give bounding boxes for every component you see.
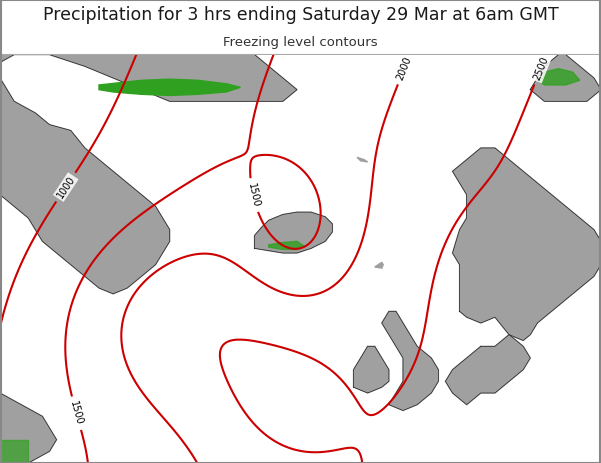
- Text: 1500: 1500: [246, 182, 261, 208]
- Text: 1500: 1500: [69, 400, 85, 426]
- Polygon shape: [255, 212, 332, 253]
- Polygon shape: [530, 55, 601, 101]
- Polygon shape: [375, 263, 383, 268]
- Text: 2000: 2000: [395, 55, 413, 81]
- Polygon shape: [269, 241, 304, 250]
- Polygon shape: [357, 157, 368, 162]
- Polygon shape: [0, 393, 56, 463]
- Polygon shape: [99, 79, 240, 95]
- Polygon shape: [445, 335, 530, 405]
- Polygon shape: [453, 148, 601, 340]
- Text: 2500: 2500: [532, 55, 550, 81]
- Polygon shape: [0, 19, 297, 294]
- Polygon shape: [382, 311, 438, 411]
- Text: Freezing level contours: Freezing level contours: [223, 36, 378, 49]
- Text: Precipitation for 3 hrs ending Saturday 29 Mar at 6am GMT: Precipitation for 3 hrs ending Saturday …: [43, 6, 558, 24]
- Polygon shape: [0, 440, 28, 463]
- Polygon shape: [537, 69, 580, 85]
- Polygon shape: [353, 346, 389, 393]
- Text: 1000: 1000: [55, 174, 77, 200]
